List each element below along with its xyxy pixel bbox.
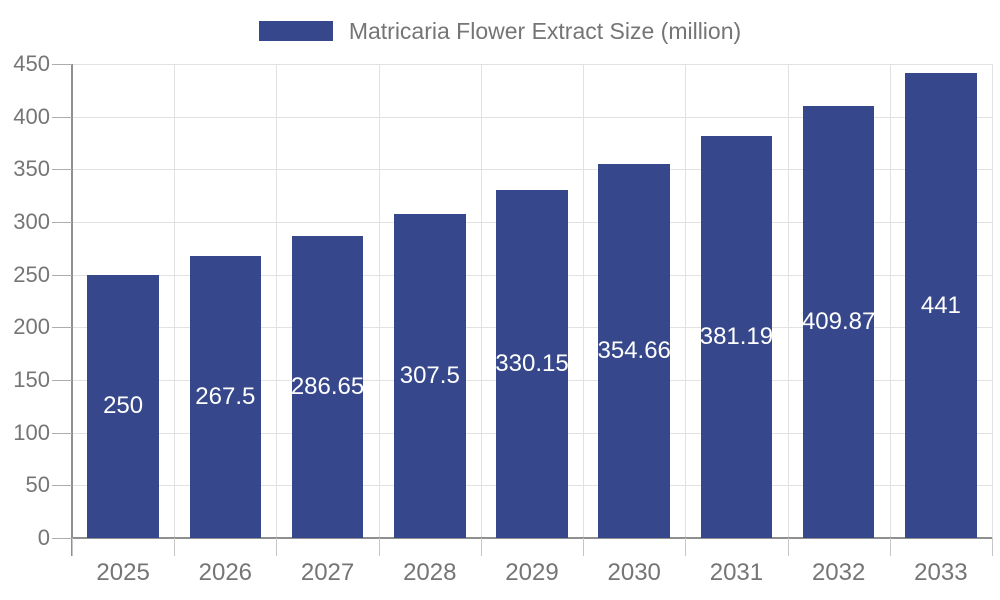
bar-2028	[394, 214, 466, 538]
y-axis-label-250: 250	[13, 261, 50, 287]
bar-value-2030: 354.66	[597, 337, 671, 365]
bar-value-2029: 330.15	[495, 350, 569, 378]
y-tick-100	[52, 432, 72, 434]
bar-value-2025: 250	[103, 392, 144, 420]
x-tick-8	[889, 538, 891, 556]
x-tick-3	[378, 538, 380, 556]
x-axis-label-2027: 2027	[300, 559, 355, 586]
y-axis-label-350: 350	[13, 156, 50, 182]
bar-2033	[905, 73, 977, 538]
x-axis-label-2031: 2031	[709, 559, 764, 586]
gridline-v-6	[685, 64, 687, 538]
x-axis-label-2028: 2028	[403, 559, 457, 586]
x-axis-label-2030: 2030	[607, 559, 661, 586]
gridline-h-400	[72, 116, 992, 118]
legend: Matricaria Flower Extract Size (million)	[0, 18, 1000, 44]
y-tick-50	[52, 485, 72, 487]
y-axis-label-400: 400	[13, 103, 50, 129]
y-tick-150	[52, 380, 72, 381]
y-tick-300	[52, 222, 72, 223]
gridline-v-8	[889, 64, 891, 538]
x-axis-label-2026: 2026	[198, 559, 253, 586]
x-tick-6	[685, 538, 687, 556]
x-tick-5	[583, 538, 585, 556]
gridline-v-4	[480, 64, 482, 538]
gridline-h-450	[72, 64, 992, 65]
x-tick-4	[480, 538, 482, 556]
bar-value-2027: 286.65	[290, 373, 365, 401]
y-tick-350	[52, 169, 72, 171]
y-tick-250	[52, 274, 72, 276]
x-tick-9	[992, 538, 993, 556]
bar-2031	[700, 136, 773, 538]
y-axis-label-100: 100	[13, 419, 50, 445]
gridline-v-1	[174, 64, 176, 538]
bar-value-2031: 381.19	[699, 323, 774, 351]
y-axis-label-200: 200	[13, 314, 50, 340]
bar-2029	[496, 190, 568, 538]
gridline-h-350	[72, 169, 992, 171]
legend-label[interactable]: Matricaria Flower Extract Size (million)	[348, 17, 742, 44]
y-axis-label-150: 150	[13, 367, 50, 392]
x-tick-1	[174, 538, 176, 556]
bar-2030	[598, 164, 670, 538]
y-axis-label-0: 0	[37, 525, 50, 550]
x-axis-label-2033: 2033	[914, 559, 968, 586]
x-axis-label-2025: 2025	[96, 559, 150, 586]
bar-value-2028: 307.5	[399, 362, 460, 390]
y-tick-400	[52, 116, 72, 118]
gridline-v-2	[276, 64, 278, 538]
x-tick-0	[72, 538, 73, 556]
y-axis-label-50: 50	[25, 472, 50, 498]
legend-swatch[interactable]	[258, 21, 333, 41]
y-tick-200	[52, 327, 72, 329]
bar-value-2026: 267.5	[195, 383, 256, 411]
bar-2025	[87, 274, 159, 538]
y-tick-0	[52, 538, 72, 539]
gridline-v-3	[378, 64, 380, 538]
gridline-v-7	[787, 64, 789, 538]
bar-value-2033: 441	[920, 291, 961, 319]
x-tick-7	[787, 538, 789, 556]
y-axis-label-300: 300	[13, 209, 50, 234]
gridline-v-9	[992, 64, 993, 538]
gridline-v-5	[583, 64, 585, 538]
x-axis-line	[72, 537, 992, 539]
x-axis-label-2032: 2032	[811, 559, 866, 586]
y-axis-line	[71, 64, 73, 556]
bar-2027	[291, 236, 364, 538]
y-tick-450	[52, 64, 72, 65]
bar-2032	[802, 106, 875, 538]
bar-value-2032: 409.87	[801, 308, 876, 336]
x-axis-label-2029: 2029	[505, 559, 559, 586]
bar-2026	[189, 256, 262, 538]
y-axis-label-450: 450	[13, 51, 50, 76]
x-tick-2	[276, 538, 278, 556]
